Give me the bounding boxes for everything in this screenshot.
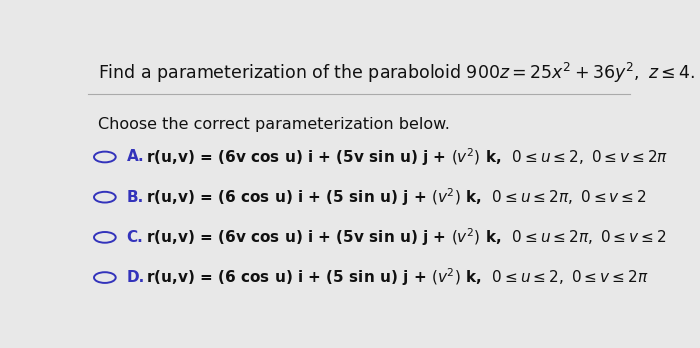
Text: r(u,v) = (6 $\mathbf{cos}$ u) i + (5 $\mathbf{sin}$ u) j + $\left(v^2\right)$ k,: r(u,v) = (6 $\mathbf{cos}$ u) i + (5 $\m… [146, 186, 647, 208]
Text: B.: B. [127, 190, 144, 205]
Text: A.: A. [127, 150, 144, 165]
Text: D.: D. [127, 270, 145, 285]
Text: r(u,v) = (6v $\mathbf{cos}$ u) i + (5v $\mathbf{sin}$ u) j + $\left(v^2\right)$ : r(u,v) = (6v $\mathbf{cos}$ u) i + (5v $… [146, 227, 666, 248]
Text: r(u,v) = (6v $\mathbf{cos}$ u) i + (5v $\mathbf{sin}$ u) j + $\left(v^2\right)$ : r(u,v) = (6v $\mathbf{cos}$ u) i + (5v $… [146, 146, 668, 168]
Text: Choose the correct parameterization below.: Choose the correct parameterization belo… [98, 117, 450, 132]
Text: Find a parameterization of the paraboloid $900z = 25x^2 + 36y^2,\ z \leq 4.$: Find a parameterization of the paraboloi… [98, 61, 696, 85]
Text: C.: C. [127, 230, 144, 245]
Text: r(u,v) = (6 $\mathbf{cos}$ u) i + (5 $\mathbf{sin}$ u) j + $\left(v^2\right)$ k,: r(u,v) = (6 $\mathbf{cos}$ u) i + (5 $\m… [146, 267, 648, 288]
